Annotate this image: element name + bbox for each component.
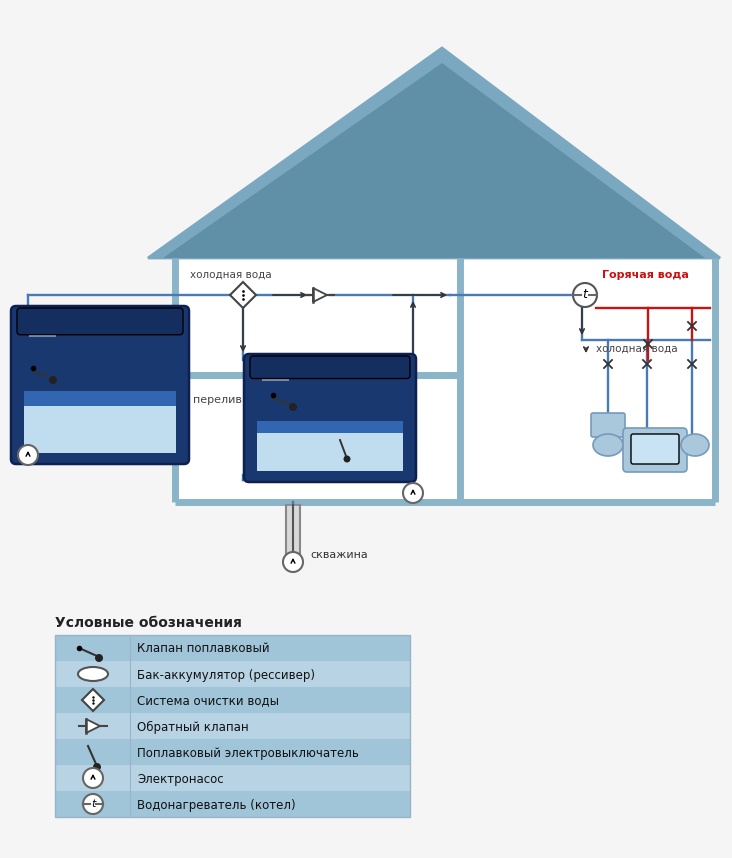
FancyBboxPatch shape: [631, 434, 679, 464]
Circle shape: [343, 456, 351, 462]
Bar: [55, 739, 410, 765]
Text: Система очистки воды: Система очистки воды: [137, 694, 279, 708]
Circle shape: [18, 445, 38, 465]
Polygon shape: [313, 288, 327, 302]
Bar: [55, 635, 410, 661]
Text: перелив: перелив: [193, 395, 242, 405]
Text: холодная вода: холодная вода: [596, 344, 678, 354]
Polygon shape: [230, 282, 256, 308]
Bar: [257, 433, 403, 471]
Bar: [24, 406, 176, 453]
FancyBboxPatch shape: [11, 306, 189, 464]
Text: Клапан поплавковый: Клапан поплавковый: [137, 643, 269, 656]
Bar: [55, 713, 410, 739]
Circle shape: [283, 552, 303, 572]
Bar: [55, 791, 410, 817]
FancyBboxPatch shape: [250, 356, 410, 378]
Text: Условные обозначения: Условные обозначения: [55, 616, 242, 630]
Text: Обратный клапан: Обратный клапан: [137, 721, 249, 734]
Bar: [55, 661, 410, 687]
Text: Поплавковый электровыключатель: Поплавковый электровыключатель: [137, 746, 359, 759]
Text: Электронасос: Электронасос: [137, 772, 223, 786]
Bar: [24, 391, 176, 406]
Circle shape: [403, 483, 423, 503]
FancyBboxPatch shape: [623, 428, 687, 472]
Polygon shape: [82, 689, 104, 711]
Bar: [55, 687, 410, 713]
Circle shape: [83, 794, 103, 814]
Circle shape: [289, 403, 297, 411]
Bar: [257, 421, 403, 433]
FancyBboxPatch shape: [244, 354, 416, 482]
Circle shape: [49, 376, 57, 384]
Circle shape: [93, 763, 101, 771]
Circle shape: [83, 768, 103, 788]
FancyBboxPatch shape: [591, 413, 625, 437]
Text: холодная вода: холодная вода: [190, 270, 272, 280]
Text: скважина: скважина: [310, 550, 367, 560]
Bar: [55, 635, 410, 817]
Text: Водонагреватель (котел): Водонагреватель (котел): [137, 799, 296, 812]
Bar: [286, 505, 300, 568]
Ellipse shape: [593, 434, 623, 456]
Ellipse shape: [681, 434, 709, 456]
FancyBboxPatch shape: [17, 308, 183, 335]
Circle shape: [95, 654, 103, 662]
Polygon shape: [175, 258, 715, 502]
Text: t: t: [583, 288, 588, 301]
Polygon shape: [86, 719, 100, 733]
Bar: [55, 765, 410, 791]
Polygon shape: [163, 63, 705, 258]
Text: Горячая вода: Горячая вода: [602, 270, 689, 280]
Circle shape: [573, 283, 597, 307]
Text: Бак-аккумулятор (рессивер): Бак-аккумулятор (рессивер): [137, 668, 315, 681]
Text: t: t: [91, 799, 95, 809]
Ellipse shape: [78, 667, 108, 681]
Polygon shape: [148, 48, 720, 258]
